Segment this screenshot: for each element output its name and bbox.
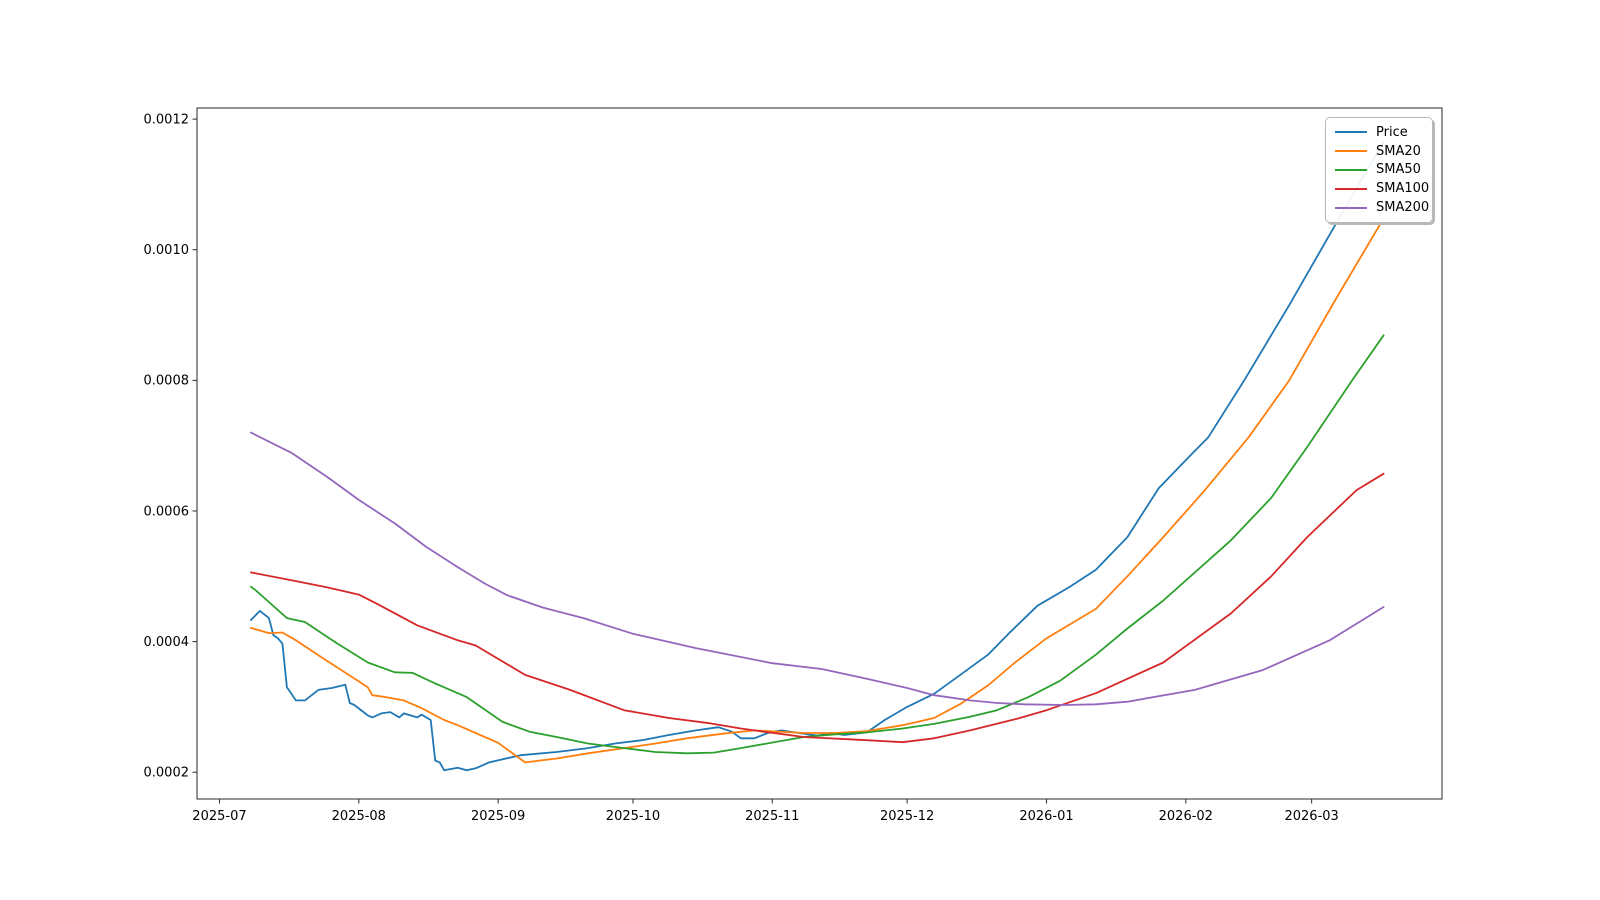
y-tick-label: 0.0008 [144,374,190,389]
sma20-line [250,217,1385,764]
legend-label: SMA200 [1376,200,1430,216]
x-tick-label: 2025-11 [745,809,799,824]
legend-label: Price [1376,124,1408,140]
y-tick-label: 0.0012 [144,112,190,127]
x-tick-label: 2026-03 [1284,809,1338,824]
legend-label: SMA20 [1376,143,1421,159]
legend-line-sample [1335,206,1367,209]
y-tick-label: 0.0002 [144,766,190,781]
legend-item-sma50: SMA50 [1335,161,1423,180]
x-tick-label: 2025-10 [606,809,660,824]
plot-area [196,107,1443,800]
legend-item-price: Price [1335,123,1423,142]
x-tick-label: 2025-12 [880,809,934,824]
legend-item-sma200: SMA200 [1335,198,1429,217]
legend-label: SMA100 [1376,181,1430,197]
x-tick-label: 2025-07 [192,809,246,824]
legend-line-sample [1335,131,1367,134]
y-tick-label: 0.0004 [144,635,190,650]
sma200-line [250,431,1385,706]
y-tick-label: 0.0010 [144,243,190,258]
sma50-line [250,334,1385,755]
legend-line-sample [1335,187,1367,190]
legend: Price SMA20 SMA50 SMA100 SMA200 [1325,117,1433,223]
x-tick-label: 2026-01 [1019,809,1073,824]
legend-line-sample [1335,168,1367,171]
legend-item-sma20: SMA20 [1335,142,1423,161]
legend-item-sma100: SMA100 [1335,179,1429,198]
legend-line-sample [1335,150,1367,153]
x-tick-label: 2025-08 [332,809,386,824]
legend-label: SMA50 [1376,162,1421,178]
x-tick-label: 2025-09 [471,809,525,824]
y-tick-label: 0.0006 [144,504,190,519]
sma100-line [250,472,1385,744]
x-tick-label: 2026-02 [1159,809,1213,824]
